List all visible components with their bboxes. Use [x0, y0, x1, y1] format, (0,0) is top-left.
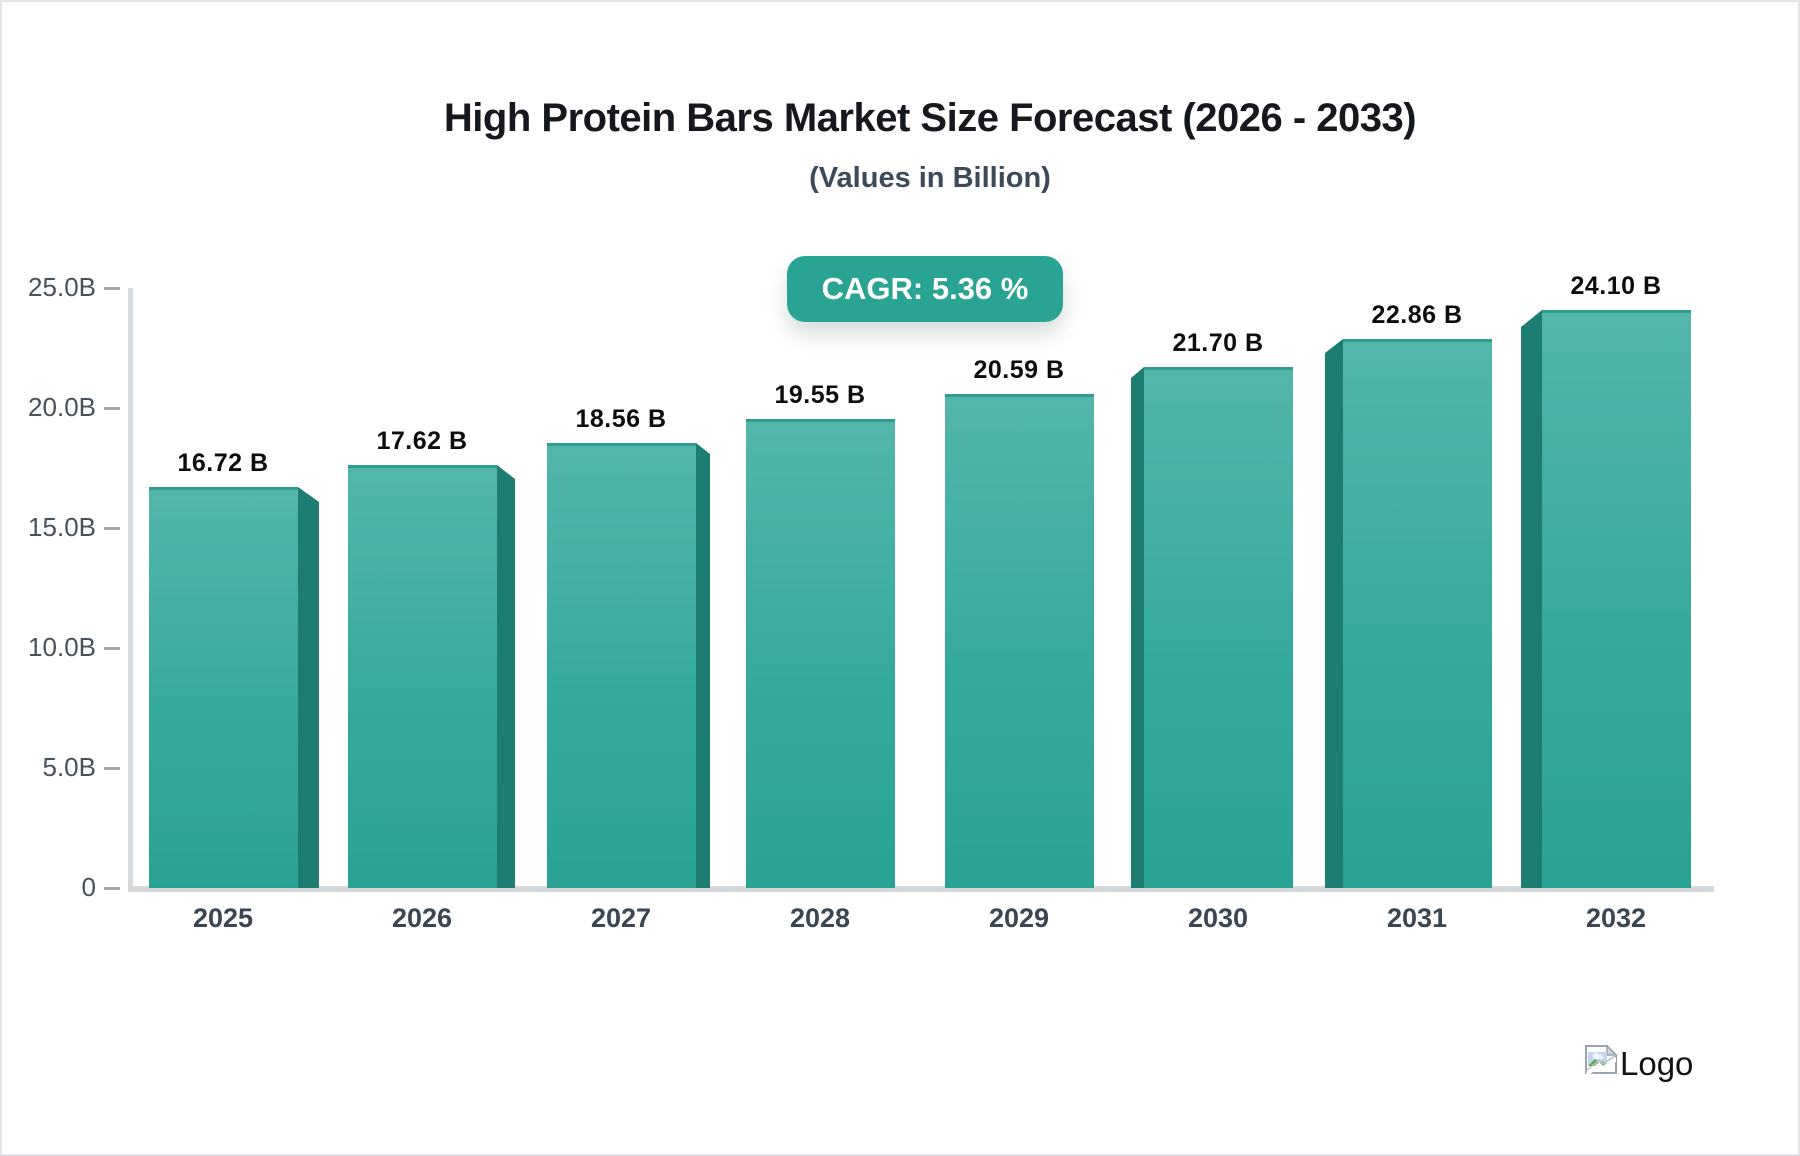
bar-2030 [1144, 367, 1293, 888]
chart-subtitle: (Values in Billion) [809, 162, 1051, 194]
y-tick-mark [104, 767, 120, 770]
bar-value-label: 18.56 B [575, 405, 667, 433]
x-axis-label-2032: 2032 [1585, 903, 1647, 933]
bar-2025 [149, 487, 298, 888]
bar-side-face [696, 443, 710, 888]
cagr-badge: CAGR: 5.36 % [787, 256, 1063, 322]
logo-alt-text: Logo [1620, 1044, 1694, 1082]
y-tick-label: 15.0B [28, 512, 96, 542]
y-tick-mark [104, 527, 120, 530]
bar-2029 [945, 394, 1094, 888]
y-tick-label: 10.0B [28, 632, 96, 662]
x-axis-label-2029: 2029 [988, 903, 1050, 933]
y-tick-mark [104, 887, 120, 890]
cagr-badge-label: CAGR: 5.36 % [821, 271, 1029, 306]
y-tick-label: 20.0B [28, 392, 96, 422]
x-axis-label-2031: 2031 [1386, 903, 1448, 933]
bar-value-label: 21.70 B [1172, 329, 1264, 357]
y-tick-label: 0 [81, 872, 96, 902]
bar-side-face [497, 465, 515, 888]
bar-2026 [348, 465, 497, 888]
broken-image-icon [1585, 1044, 1618, 1076]
bar-side-face [1325, 339, 1343, 888]
bar-value-label: 17.62 B [376, 427, 468, 455]
logo: Logo [1584, 1038, 1693, 1082]
bar-side-face [1521, 310, 1542, 888]
x-axis-label-2025: 2025 [192, 903, 254, 933]
bar-2028 [746, 419, 895, 888]
bar-2027 [547, 443, 696, 888]
bar-value-label: 20.59 B [973, 356, 1065, 384]
x-axis-label-2026: 2026 [391, 903, 453, 933]
x-axis-label-2030: 2030 [1187, 903, 1249, 933]
bar-2031 [1343, 339, 1492, 888]
bar-side-face [298, 487, 319, 888]
bar-value-label: 24.10 B [1570, 272, 1662, 300]
bar-2032 [1542, 310, 1691, 888]
y-axis-line [128, 288, 133, 888]
y-tick-label: 5.0B [42, 752, 97, 782]
x-axis-label-2027: 2027 [590, 903, 652, 933]
x-axis-baseline [128, 886, 1714, 892]
y-tick-label: 25.0B [28, 272, 96, 302]
y-tick-mark [104, 407, 120, 410]
chart-title: High Protein Bars Market Size Forecast (… [443, 96, 1417, 140]
y-tick-mark [104, 647, 120, 650]
bar-value-label: 22.86 B [1371, 301, 1463, 329]
y-tick-mark [104, 287, 120, 290]
bar-value-label: 19.55 B [774, 381, 866, 409]
x-axis-label-2028: 2028 [789, 903, 851, 933]
bar-value-label: 16.72 B [177, 449, 269, 477]
bar-side-face [1131, 367, 1144, 888]
